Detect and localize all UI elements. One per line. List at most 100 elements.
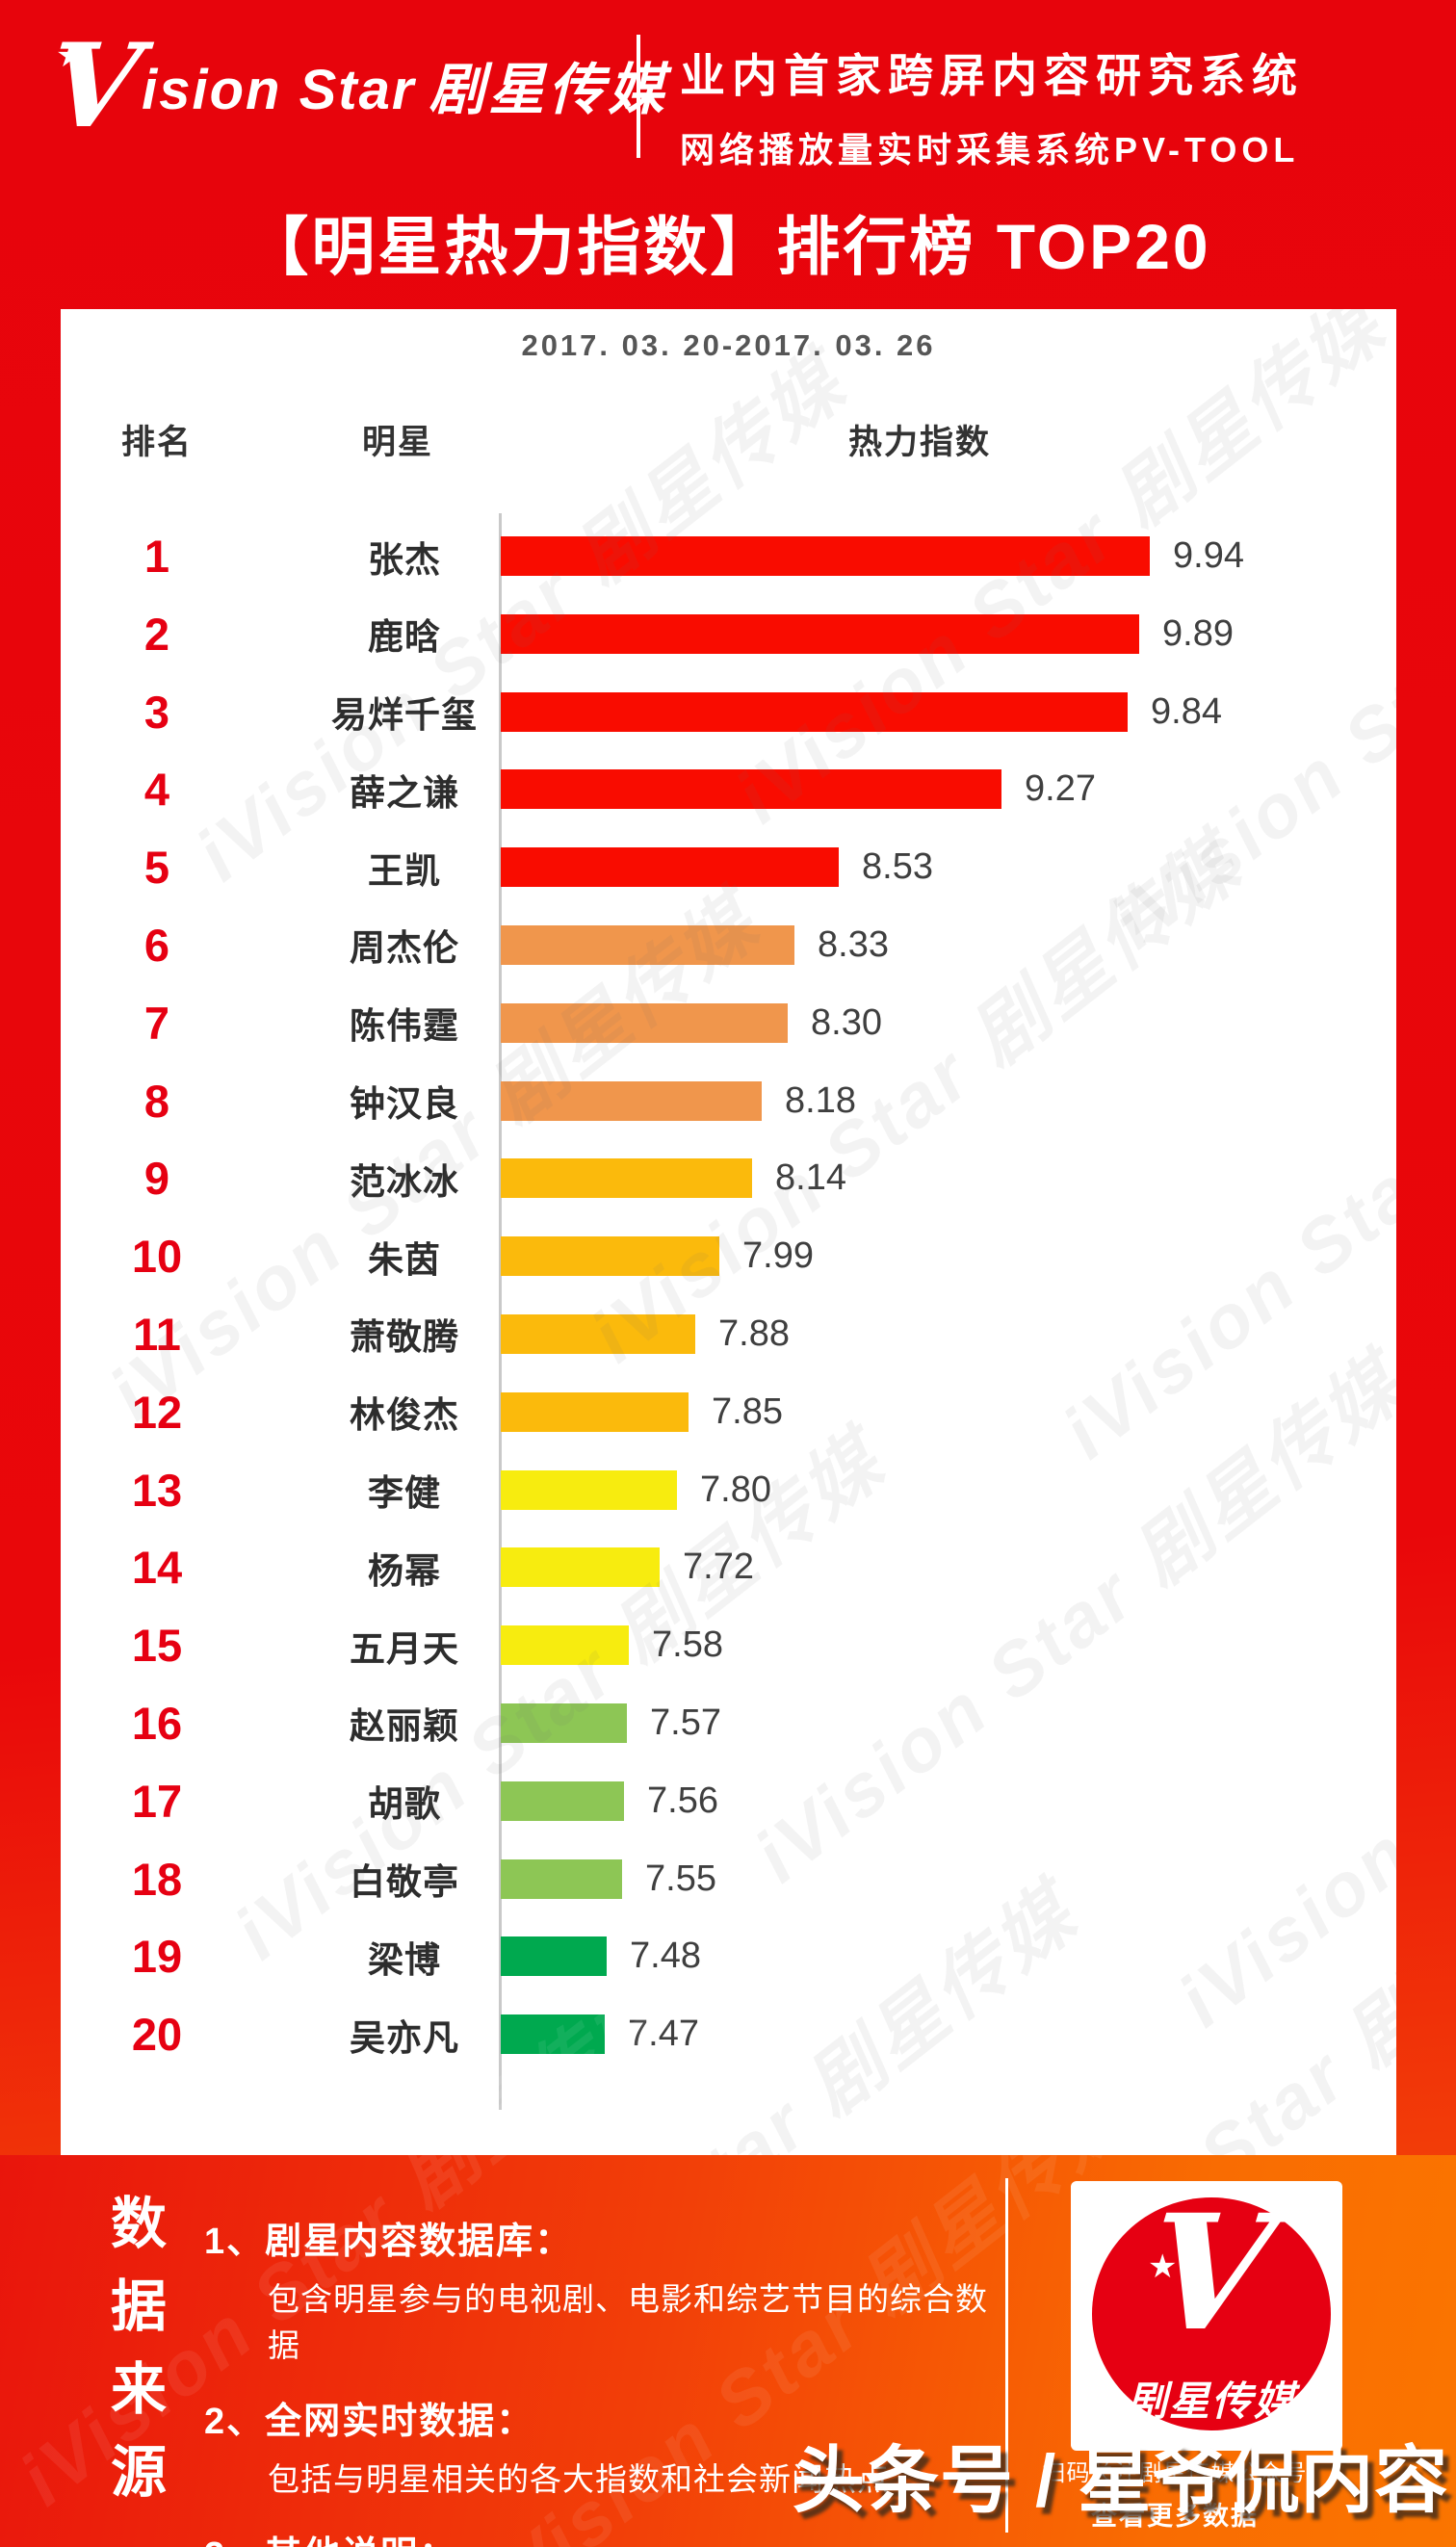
star-icon: ★ [1148,2248,1178,2285]
ranking-row: 18 白敬亭 7.55 [61,1840,1396,1918]
logo-brand-en: ision Star [142,59,416,121]
row-bar [501,1391,689,1432]
row-name: 赵丽颖 [350,1706,459,1747]
vision-star-logo: ★ Vision Star 剧星传媒 [43,18,668,164]
ranking-row: 7 陈伟霆 8.30 [61,984,1396,1062]
ranking-row: 9 范冰冰 8.14 [61,1139,1396,1217]
row-value: 7.48 [630,1936,701,1977]
note-head: 2、全网实时数据： [204,2402,535,2442]
slogan-line-2: 网络播放量实时采集系统PV-TOOL [680,130,1300,169]
row-name: 张杰 [368,539,441,580]
row-value: 8.30 [811,1001,882,1043]
data-source-notes: 1、剧星内容数据库： 包含明星参与的电视剧、电影和综艺节目的综合数据 2、全网实… [204,2211,1013,2547]
row-bar [501,1936,607,1977]
logo-v-glyph: V [42,18,147,154]
note-item: 3、其他说明： 统计周期为1周，满分为10分 [204,2525,1013,2547]
toutiao-watermark: 头条号 / 星爷侃内容 [792,2440,1449,2522]
chart-rows: 1 张杰 9.94 2 鹿晗 9.89 3 易烊千玺 9.84 4 薛之谦 9.… [61,517,1396,2073]
row-value: 8.53 [862,846,933,888]
chart-axis-line [499,513,502,2110]
row-value: 7.88 [718,1312,790,1354]
row-rank: 15 [131,1620,183,1672]
header-banner: ★ Vision Star 剧星传媒 业内首家跨屏内容研究系统 网络播放量实时采集… [0,0,1456,188]
ranking-card: iVision Star 剧星传媒 iVision Star 剧星传媒 iVis… [61,309,1396,2155]
column-header-index: 热力指数 [847,423,991,461]
row-name: 胡歌 [368,1784,441,1825]
row-name: 范冰冰 [350,1161,459,1202]
row-value: 8.18 [785,1079,856,1121]
row-value: 7.99 [742,1235,814,1277]
row-rank: 5 [143,842,170,894]
footer-divider [1005,2178,1008,2533]
row-rank: 11 [133,1308,181,1360]
row-rank: 6 [143,919,170,971]
qr-note-line-2: 查看更多数据 [1091,2502,1259,2531]
header-divider [637,35,640,158]
row-value: 9.94 [1173,535,1244,576]
row-rank: 16 [131,1697,183,1749]
row-name: 杨幂 [368,1550,441,1591]
ranking-row: 13 李健 7.80 [61,1451,1396,1529]
row-bar [501,1313,695,1354]
row-bar [501,924,794,965]
row-value: 7.47 [628,2014,699,2055]
ranking-row: 6 周杰伦 8.33 [61,906,1396,984]
data-source-vertical-label: 数据来源 [102,2194,165,2525]
row-bar [501,691,1128,732]
row-rank: 19 [131,1931,183,1983]
row-rank: 13 [131,1464,183,1516]
qr-follow-note: 扫码关注剧星传媒公众号 查看更多数据 [1011,2454,1339,2533]
ranking-row: 15 五月天 7.58 [61,1606,1396,1684]
row-name: 李健 [368,1473,441,1514]
column-header-star: 明星 [361,423,433,461]
row-value: 7.58 [652,1624,723,1666]
ranking-row: 11 萧敬腾 7.88 [61,1295,1396,1373]
ranking-row: 2 鹿晗 9.89 [61,595,1396,673]
row-name: 吴亦凡 [350,2017,459,2058]
row-rank: 18 [131,1853,183,1905]
ranking-row: 10 朱茵 7.99 [61,1217,1396,1295]
row-name: 朱茵 [368,1239,441,1280]
note-body: 包含明星参与的电视剧、电影和综艺节目的综合数据 [268,2281,988,2363]
row-name: 鹿晗 [368,617,441,658]
row-value: 8.14 [775,1157,846,1199]
row-bar [501,1780,624,1821]
ranking-row: 17 胡歌 7.56 [61,1762,1396,1840]
footer-logo-circle: V ★ 剧星传媒 [1092,2181,1331,2430]
row-value: 7.85 [712,1390,783,1432]
row-value: 9.84 [1151,690,1222,732]
row-rank: 4 [143,764,170,816]
row-name: 林俊杰 [350,1395,459,1436]
row-value: 8.33 [818,923,889,965]
row-name: 陈伟霆 [350,1006,459,1047]
row-rank: 10 [131,1231,183,1283]
ranking-row: 4 薛之谦 9.27 [61,750,1396,828]
row-value: 9.89 [1162,612,1234,654]
date-range: 2017. 03. 20-2017. 03. 26 [521,328,936,362]
row-name: 梁博 [368,1939,441,1980]
note-body: 包括与明星相关的各大指数和社会新闻热点 [268,2461,890,2497]
row-name: 薛之谦 [350,772,459,813]
ranking-row: 20 吴亦凡 7.47 [61,1995,1396,2073]
row-bar [501,1002,788,1043]
row-bar [501,536,1150,576]
logo-v-glyph: V [1139,2181,1284,2366]
ranking-row: 14 杨幂 7.72 [61,1528,1396,1606]
row-value: 7.56 [647,1780,718,1821]
row-bar [501,1158,752,1199]
row-value: 9.27 [1025,768,1096,810]
row-name: 王凯 [368,850,441,891]
row-rank: 7 [143,997,170,1049]
logo-brand-cn: 剧星传媒 [429,59,668,121]
page-title: 【明星热力指数】排行榜 TOP20 [245,211,1211,282]
row-bar [501,1469,677,1510]
row-bar [501,1858,622,1899]
row-name: 白敬亭 [350,1862,459,1903]
row-name: 钟汉良 [350,1084,459,1125]
row-value: 7.57 [650,1702,721,1743]
row-bar [501,2014,605,2055]
row-rank: 2 [143,608,170,660]
row-rank: 3 [143,686,170,738]
header-slogans: 业内首家跨屏内容研究系统 网络播放量实时采集系统PV-TOOL [680,39,1441,172]
